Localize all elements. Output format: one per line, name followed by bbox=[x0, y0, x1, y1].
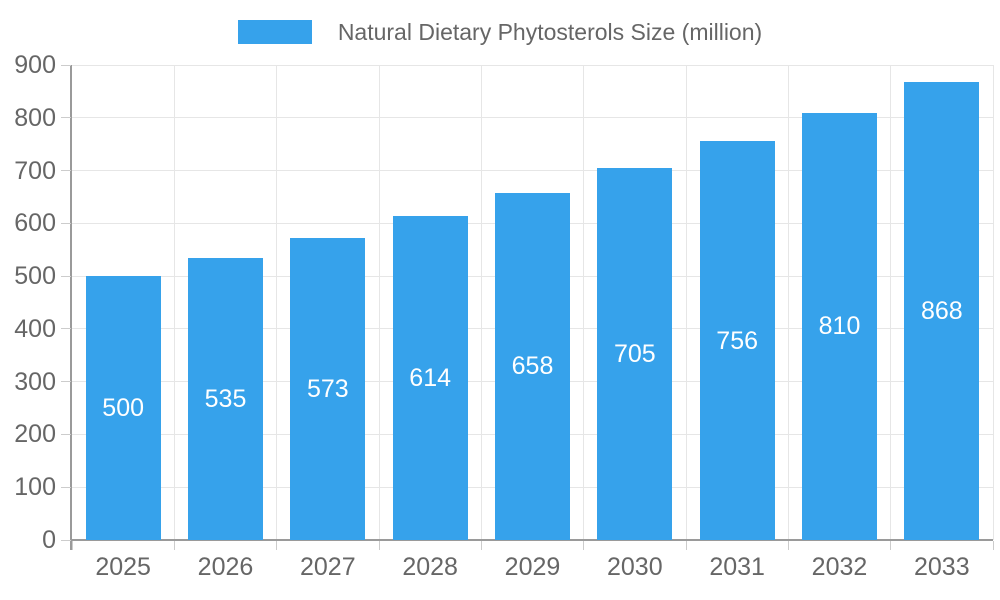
bar-2027[interactable]: 573 bbox=[290, 237, 366, 540]
x-axis-tick bbox=[276, 541, 278, 550]
gridline-vertical bbox=[583, 65, 585, 540]
x-axis-tick bbox=[787, 541, 789, 550]
bar-value-label: 658 bbox=[511, 352, 554, 381]
bar-value-label: 614 bbox=[409, 363, 452, 392]
bar-2026[interactable]: 535 bbox=[188, 257, 263, 540]
bar-2031[interactable]: 756 bbox=[699, 141, 775, 540]
x-axis-tick-label: 2033 bbox=[914, 553, 970, 581]
bar-value-label: 810 bbox=[818, 312, 861, 341]
x-axis-tick bbox=[378, 541, 380, 550]
y-axis-tick-label: 100 bbox=[14, 473, 56, 502]
bar-2030[interactable]: 705 bbox=[597, 167, 673, 540]
y-axis-tick bbox=[61, 328, 71, 330]
gridline-vertical bbox=[992, 65, 994, 540]
legend-swatch-icon bbox=[237, 20, 312, 44]
y-axis-line bbox=[70, 65, 72, 550]
x-axis-tick bbox=[173, 541, 175, 550]
y-axis-tick bbox=[61, 64, 71, 66]
y-axis-tick-label: 500 bbox=[14, 262, 56, 291]
y-axis-tick-label: 800 bbox=[14, 103, 56, 132]
x-axis-tick-label: 2029 bbox=[504, 553, 561, 581]
bar-value-label: 573 bbox=[306, 374, 349, 403]
bar-2029[interactable]: 658 bbox=[495, 192, 570, 540]
x-axis-tick-label: 2030 bbox=[607, 553, 663, 581]
x-axis-tick-label: 2028 bbox=[402, 553, 458, 581]
bar-value-label: 868 bbox=[920, 296, 963, 325]
x-axis-tick bbox=[685, 541, 687, 550]
x-axis-tick bbox=[992, 541, 994, 550]
y-axis-tick-label: 400 bbox=[14, 314, 56, 343]
y-axis-tick-label: 600 bbox=[14, 209, 56, 238]
y-axis-tick bbox=[61, 275, 71, 277]
y-axis-tick bbox=[61, 117, 71, 119]
x-axis-tick bbox=[890, 541, 892, 550]
gridline-vertical bbox=[378, 65, 380, 540]
x-axis-line bbox=[70, 539, 993, 541]
y-axis-tick bbox=[61, 539, 71, 541]
bar-value-label: 756 bbox=[716, 326, 759, 355]
gridline-vertical bbox=[685, 65, 687, 540]
legend-label: Natural Dietary Phytosterols Size (milli… bbox=[337, 18, 763, 45]
y-axis-tick bbox=[61, 433, 71, 435]
bar-2028[interactable]: 614 bbox=[392, 215, 468, 540]
x-axis-tick bbox=[480, 541, 482, 550]
x-axis-tick bbox=[583, 541, 585, 550]
x-axis-tick bbox=[71, 541, 73, 550]
y-axis-tick bbox=[61, 170, 71, 172]
bar-value-label: 500 bbox=[102, 394, 145, 423]
x-axis-tick-label: 2032 bbox=[811, 553, 868, 581]
y-axis-tick-label: 200 bbox=[14, 420, 56, 449]
y-axis-tick-label: 0 bbox=[42, 526, 56, 554]
gridline-horizontal bbox=[72, 170, 993, 172]
bar-2025[interactable]: 500 bbox=[85, 276, 161, 540]
bar-value-label: 535 bbox=[204, 384, 247, 413]
y-axis-tick bbox=[61, 381, 71, 383]
y-axis-tick bbox=[61, 222, 71, 224]
x-axis-tick-label: 2026 bbox=[197, 553, 254, 581]
gridline-vertical bbox=[276, 65, 278, 540]
y-axis-tick-label: 900 bbox=[14, 51, 56, 79]
gridline-vertical bbox=[173, 65, 175, 540]
gridline-horizontal bbox=[72, 117, 993, 119]
gridline-vertical bbox=[787, 65, 789, 540]
bar-2033[interactable]: 868 bbox=[904, 81, 980, 540]
bar-value-label: 705 bbox=[613, 339, 656, 368]
x-axis-tick-label: 2031 bbox=[709, 553, 765, 581]
chart-legend[interactable]: Natural Dietary Phytosterols Size (milli… bbox=[0, 14, 1000, 50]
gridline-horizontal bbox=[72, 64, 993, 66]
bar-2032[interactable]: 810 bbox=[802, 112, 877, 540]
gridline-vertical bbox=[890, 65, 892, 540]
x-axis-tick-label: 2025 bbox=[95, 553, 151, 581]
y-axis-tick-label: 700 bbox=[14, 156, 56, 185]
y-axis-tick bbox=[61, 486, 71, 488]
y-axis-tick-label: 300 bbox=[14, 367, 56, 396]
x-axis-tick-label: 2027 bbox=[300, 553, 356, 581]
gridline-vertical bbox=[480, 65, 482, 540]
